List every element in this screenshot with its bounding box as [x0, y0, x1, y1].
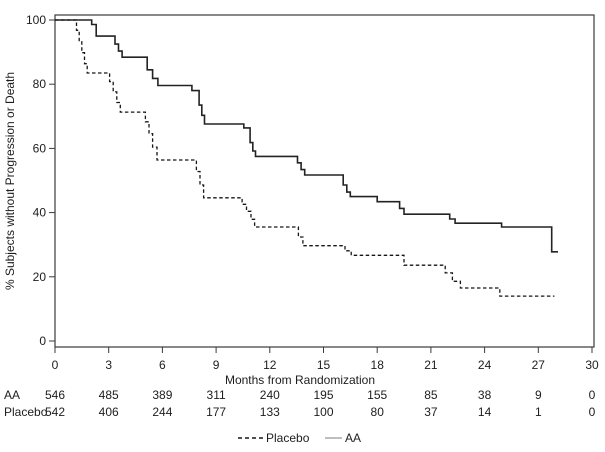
risk-count-placebo: 542 — [45, 405, 65, 419]
x-tick-label: 27 — [532, 358, 546, 372]
x-tick-label: 0 — [52, 358, 59, 372]
y-tick-label: 100 — [26, 13, 46, 27]
x-tick-label: 30 — [585, 358, 599, 372]
risk-count-placebo: 244 — [152, 405, 172, 419]
risk-count-aa: 195 — [313, 388, 333, 402]
risk-count-placebo: 177 — [206, 405, 226, 419]
x-tick-label: 6 — [159, 358, 166, 372]
x-tick-label: 15 — [317, 358, 331, 372]
y-tick-label: 20 — [33, 270, 47, 284]
plot-frame — [54, 14, 595, 348]
risk-count-placebo: 80 — [371, 405, 385, 419]
risk-count-placebo: 406 — [99, 405, 119, 419]
risk-count-aa: 85 — [424, 388, 438, 402]
risk-count-placebo: 100 — [313, 405, 333, 419]
y-axis-ticks: 0 20 40 60 80 100 — [26, 13, 55, 348]
y-axis-title: % Subjects without Progression or Death — [3, 72, 17, 290]
x-tick-label: 21 — [424, 358, 438, 372]
x-tick-label: 3 — [105, 358, 112, 372]
y-tick-label: 60 — [33, 141, 47, 155]
risk-count-aa: 240 — [260, 388, 280, 402]
x-axis-title: Months from Randomization — [225, 373, 375, 387]
risk-count-placebo: 133 — [260, 405, 280, 419]
risk-count-aa: 38 — [478, 388, 492, 402]
risk-count-aa: 311 — [207, 388, 226, 402]
x-tick-label: 18 — [371, 358, 385, 372]
number-at-risk-table: AA Placebo 546 485 389 311 240 195 155 85 38 9 054… — [4, 388, 596, 419]
risk-count-aa: 0 — [589, 388, 596, 402]
y-tick-label: 80 — [33, 77, 47, 91]
risk-row-label-aa: AA — [4, 388, 20, 402]
risk-count-aa: 9 — [535, 388, 542, 402]
placebo-curve — [55, 19, 555, 297]
risk-count-placebo: 14 — [478, 405, 492, 419]
legend-label-placebo: Placebo — [266, 431, 310, 445]
aa-curve — [55, 19, 558, 253]
x-tick-label: 12 — [263, 358, 277, 372]
survival-curves — [55, 19, 558, 297]
risk-count-placebo: 1 — [535, 405, 542, 419]
risk-count-aa: 155 — [367, 388, 387, 402]
y-tick-label: 40 — [33, 206, 47, 220]
risk-count-aa: 389 — [152, 388, 172, 402]
risk-count-placebo: 37 — [424, 405, 438, 419]
risk-count-aa: 485 — [99, 388, 119, 402]
legend-label-aa: AA — [345, 431, 361, 445]
risk-row-label-placebo: Placebo — [4, 405, 48, 419]
y-tick-label: 0 — [39, 334, 46, 348]
x-tick-label: 24 — [478, 358, 492, 372]
x-tick-label: 9 — [213, 358, 220, 372]
risk-count-placebo: 0 — [589, 405, 596, 419]
x-axis-ticks: 0 3 6 9 12 15 18 21 24 27 30 — [52, 347, 599, 372]
risk-count-aa: 546 — [45, 388, 65, 402]
legend: Placebo AA — [238, 431, 361, 445]
